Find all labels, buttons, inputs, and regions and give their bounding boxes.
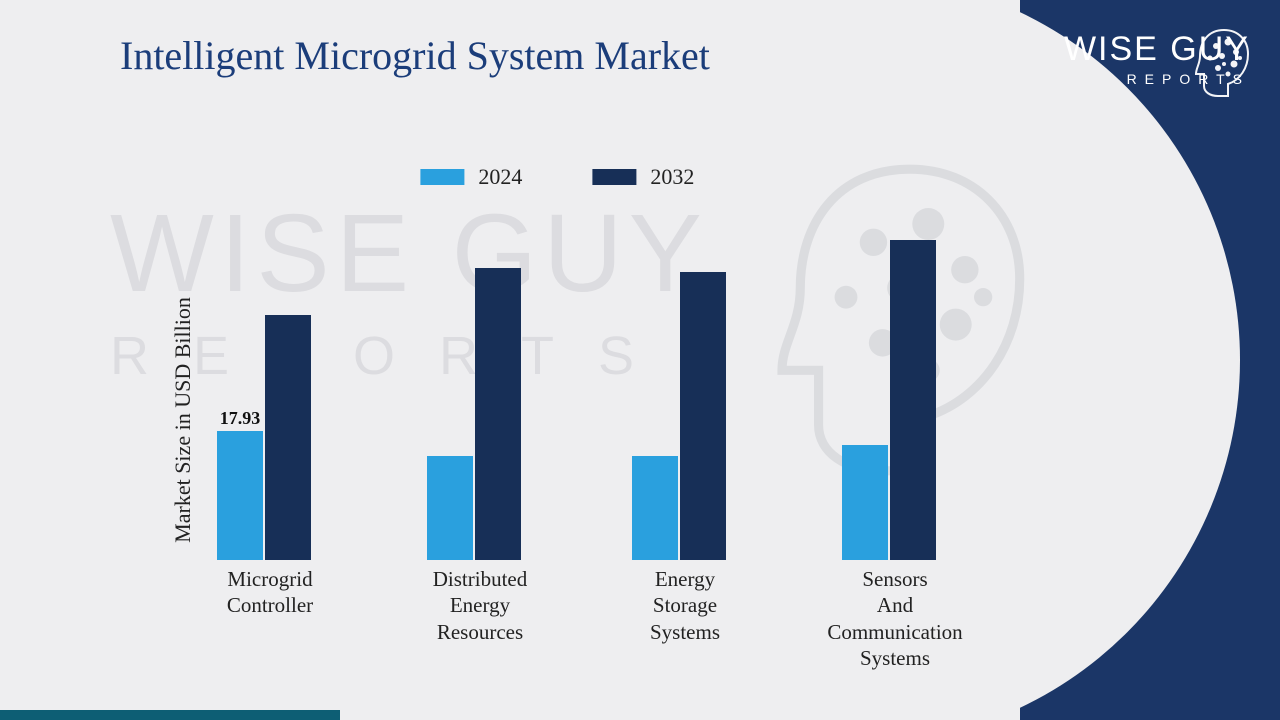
legend-swatch-2032 — [592, 169, 636, 185]
value-label: 17.93 — [220, 408, 261, 429]
legend-label-2032: 2032 — [650, 164, 694, 190]
x-axis-label: MicrogridController — [185, 566, 355, 619]
x-axis-label: SensorsAndCommunicationSystems — [810, 566, 980, 671]
bar-2032 — [265, 315, 311, 560]
bar-2032 — [680, 272, 726, 560]
bar-group — [820, 200, 970, 560]
legend-item-2032: 2032 — [592, 164, 694, 190]
page: WISE GUY REPORTS Intelligent Microgrid S… — [0, 0, 1280, 720]
bar-group — [610, 200, 760, 560]
bar-chart: Market Size in USD Billion 2024 2032 17.… — [90, 170, 970, 670]
bar-2032 — [890, 240, 936, 560]
legend: 2024 2032 — [420, 164, 694, 190]
x-axis-label: DistributedEnergyResources — [395, 566, 565, 645]
bar-2024 — [842, 445, 888, 560]
bar-group — [405, 200, 555, 560]
bar-2024 — [427, 456, 473, 560]
logo-head-icon — [1194, 28, 1254, 98]
legend-label-2024: 2024 — [478, 164, 522, 190]
legend-item-2024: 2024 — [420, 164, 522, 190]
brand-logo: WISE GUY REPORTS — [1064, 30, 1250, 87]
legend-swatch-2024 — [420, 169, 464, 185]
bar-2024 — [217, 431, 263, 560]
x-axis: MicrogridController DistributedEnergyReso… — [150, 560, 970, 670]
bottom-accent-bar — [0, 710, 340, 720]
bar-2032 — [475, 268, 521, 560]
bar-2024 — [632, 456, 678, 560]
bar-group: 17.93 — [195, 200, 345, 560]
chart-title: Intelligent Microgrid System Market — [120, 32, 710, 79]
x-axis-label: EnergyStorageSystems — [600, 566, 770, 645]
plot-area: 17.93 — [150, 200, 970, 560]
